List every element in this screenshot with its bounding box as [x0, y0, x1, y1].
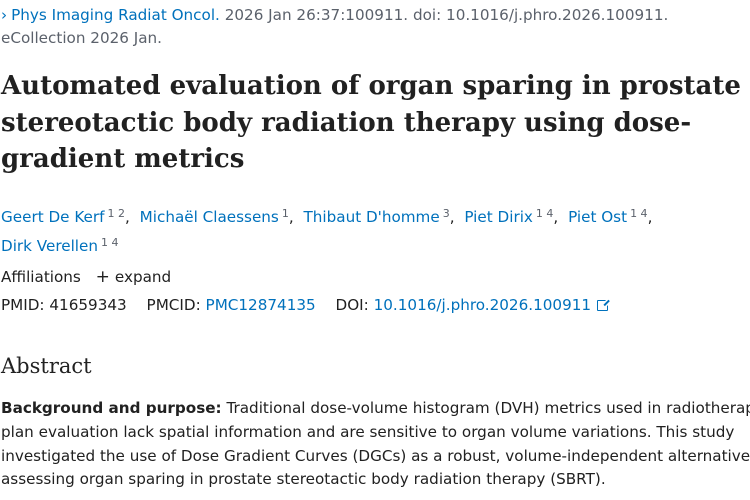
abstract-heading: Abstract [1, 354, 92, 378]
author-separator: , [647, 208, 653, 226]
abstract-text: Traditional dose-volume histogram (DVH) … [226, 399, 750, 417]
abstract-line-4: assessing organ sparing in prostate ster… [1, 470, 606, 489]
author-affiliation-refs[interactable]: 3 [442, 207, 450, 220]
journal-link[interactable]: Phys Imaging Radiat Oncol. [11, 6, 220, 24]
affiliations-expand-button[interactable]: + expand [96, 266, 172, 288]
article-title-line-1: Automated evaluation of organ sparing in… [1, 71, 741, 101]
article-title-line-3: gradient metrics [1, 144, 245, 174]
author-affiliation-refs[interactable]: 1 [281, 207, 289, 220]
doi-label: DOI: [335, 296, 369, 314]
article-title: Automated evaluation of organ sparing in… [1, 68, 746, 178]
author-separator: , [125, 208, 130, 226]
article-title-line-2: stereotactic body radiation therapy usin… [1, 107, 692, 138]
affiliations-label: Affiliations [1, 268, 81, 286]
doi-group: DOI: 10.1016/j.phro.2026.100911 [336, 296, 609, 314]
author-link[interactable]: Piet Ost [568, 208, 628, 226]
abstract-line-1: Background and purpose: Traditional dose… [1, 397, 750, 421]
author-link[interactable]: Piet Dirix [464, 208, 533, 226]
author-list: Geert De Kerf 1 2, Michaël Claessens 1, Th… [1, 201, 746, 259]
pmid-label: PMID: [1, 296, 45, 314]
citation-ecollection: eCollection 2026 Jan. [1, 29, 163, 47]
author-affiliation-refs[interactable]: 1 4 [101, 236, 119, 249]
author-affiliation-refs[interactable]: 1 4 [535, 207, 554, 220]
author-link[interactable]: Thibaut D'homme [303, 208, 440, 226]
author-separator: , [449, 208, 455, 226]
author-separator: , [288, 208, 294, 226]
chevron-right-icon[interactable]: › [1, 6, 8, 24]
pmcid-group: PMCID: PMC12874135 [147, 296, 316, 314]
citation-details: 2026 Jan 26:37:100911. doi: 10.1016/j.ph… [224, 6, 669, 24]
expand-label: expand [114, 268, 172, 286]
author-link[interactable]: Geert De Kerf [1, 208, 105, 226]
author-separator: , [553, 208, 559, 226]
citation-block: › Phys Imaging Radiat Oncol. 2026 Jan 26:… [1, 4, 746, 50]
author-link[interactable]: Dirk Verellen [1, 237, 98, 255]
plus-icon: + [95, 267, 110, 287]
abstract-line-2: plan evaluation lack spatial information… [1, 422, 735, 441]
author-affiliation-refs[interactable]: 1 2 [107, 207, 126, 220]
pmid-value: 41659343 [49, 296, 127, 314]
doi-link[interactable]: 10.1016/j.phro.2026.100911 [373, 296, 592, 314]
identifiers-row: PMID: 41659343 PMCID: PMC12874135 DOI: 1… [1, 294, 623, 316]
pmid-group: PMID: 41659343 [1, 296, 127, 314]
abstract-line-3: investigated the use of Dose Gradient Cu… [1, 446, 750, 465]
author-link[interactable]: Michaël Claessens [139, 208, 279, 226]
author-line-2: Dirk Verellen 1 4 [1, 230, 746, 259]
author-affiliation-refs[interactable]: 1 4 [630, 207, 648, 220]
pmcid-label: PMCID: [146, 296, 201, 314]
abstract-body: Background and purpose: Traditional dose… [1, 397, 750, 492]
affiliations-row: Affiliations + expand [1, 266, 171, 288]
pmcid-link[interactable]: PMC12874135 [205, 296, 316, 314]
author-line-1: Geert De Kerf 1 2, Michaël Claessens 1, Th… [1, 201, 746, 230]
external-link-icon[interactable] [597, 300, 609, 311]
background-purpose-label: Background and purpose: [1, 399, 222, 417]
